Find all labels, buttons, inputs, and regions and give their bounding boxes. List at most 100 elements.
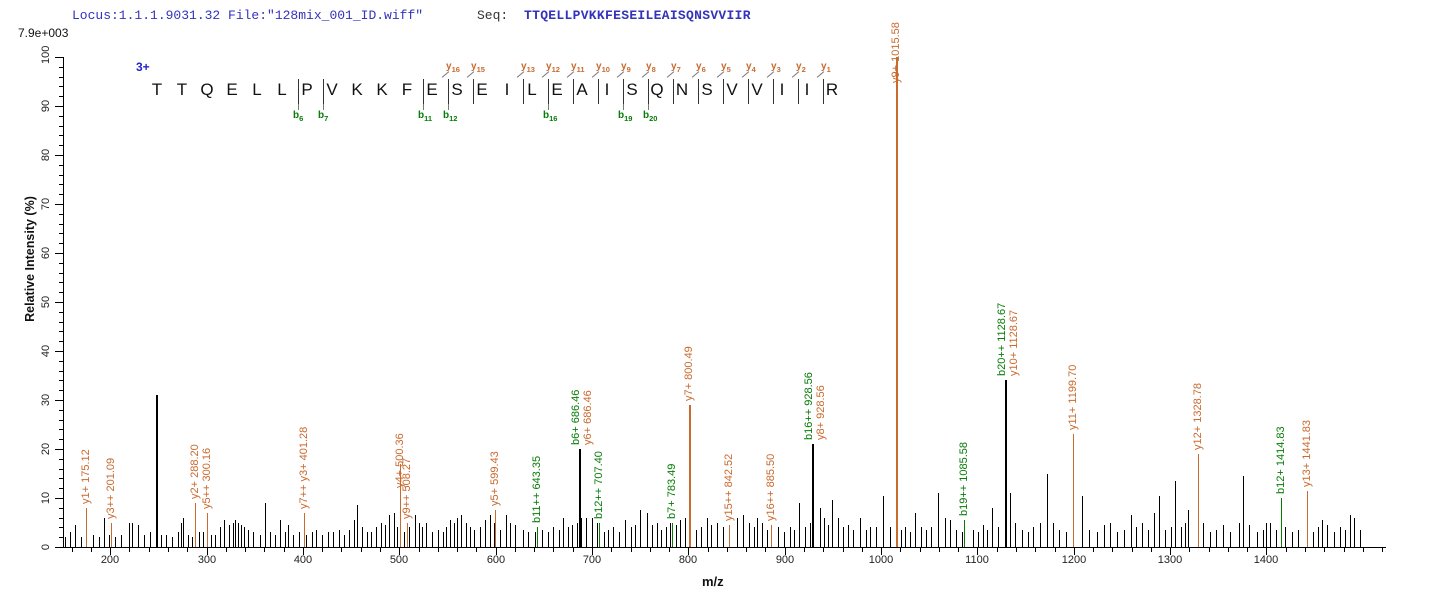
x-tick (245, 548, 246, 552)
x-tick (1132, 548, 1133, 552)
ms-peak (956, 530, 957, 547)
peak-label: y6+ 686.46 (582, 390, 594, 445)
ms-peak (1154, 513, 1155, 547)
ms-peak (1318, 527, 1319, 547)
ms-peak (860, 518, 861, 547)
x-tick (900, 548, 901, 552)
residue: S (626, 80, 638, 99)
cleavage-bar (798, 79, 799, 104)
b-ion-tag: b16 (543, 110, 558, 123)
y-ion-tag: y3 (771, 61, 781, 74)
x-tick (881, 548, 882, 555)
x-tick-label: 1000 (868, 554, 894, 566)
ms-peak (1334, 532, 1335, 547)
ms-peak (608, 530, 609, 547)
ms-peak (371, 532, 372, 547)
y-tick (59, 224, 63, 225)
ms-peak (915, 513, 916, 547)
ms-peak (299, 532, 300, 547)
residue: L (277, 80, 287, 99)
ms-peak (778, 527, 779, 547)
ms-peak (161, 535, 162, 547)
ms-peak (604, 532, 605, 547)
y-tick-label: 80 (40, 148, 52, 162)
x-tick (303, 548, 304, 555)
ms-peak (515, 525, 516, 547)
x-tick (129, 548, 130, 552)
y-tick (59, 214, 63, 215)
ms-peak (743, 515, 744, 547)
ms-peak (754, 527, 755, 547)
residue: V (326, 80, 338, 99)
ms-peak (192, 537, 193, 547)
ms-peak (910, 532, 911, 547)
ms-peak (203, 532, 204, 547)
ms-peak (619, 532, 620, 547)
ms-peak (701, 527, 702, 547)
y-ion-tag: y6 (696, 61, 706, 74)
ms-peak (848, 525, 849, 547)
x-tick (207, 548, 208, 555)
ms-peak (109, 535, 110, 547)
ms-peak (1203, 523, 1204, 547)
ms-peak (344, 535, 345, 547)
ms-peak (853, 530, 854, 547)
ms-peak (454, 523, 455, 547)
residue: S (701, 80, 713, 99)
ms-peak (1089, 530, 1090, 547)
cleavage-bar (823, 79, 824, 104)
ms-peak (1292, 532, 1293, 547)
cleavage-bar (648, 79, 649, 104)
x-tick (515, 548, 516, 552)
ms-peak (349, 530, 350, 547)
y-tick (55, 302, 63, 303)
y-tick (55, 106, 63, 107)
x-tick (631, 548, 632, 552)
ms-peak (579, 449, 581, 547)
ms-peak (1210, 532, 1211, 547)
ms-peak (99, 537, 100, 547)
x-tick-label: 1100 (965, 554, 989, 566)
peak-label: y10+ 1128.67 (1008, 309, 1020, 376)
ms-peak (306, 535, 307, 547)
y-tick (59, 469, 63, 470)
ms-peak (767, 530, 768, 547)
x-tick (611, 548, 612, 552)
ms-peak (480, 527, 481, 547)
peak-label: y12+ 1328.78 (1192, 383, 1204, 450)
x-tick (187, 548, 188, 552)
ms-peak (466, 523, 467, 547)
ms-peak (983, 525, 984, 547)
y-ion-tag: y11 (571, 61, 585, 74)
b-ion-tag: b12 (443, 110, 458, 123)
b-ion-tag: b11 (418, 110, 433, 123)
peak-label: y9++ 508.27 (401, 457, 413, 519)
residue: V (751, 80, 763, 99)
ms-peak (784, 532, 785, 547)
b-ion-tick (323, 104, 324, 110)
residue: N (675, 80, 689, 99)
ms-peak (253, 532, 254, 547)
ms-peak (1040, 523, 1041, 547)
y-tick (59, 322, 63, 323)
b-ion-tag: b6 (293, 110, 304, 123)
y-tick (55, 498, 63, 499)
ms-peak (1327, 525, 1328, 547)
ms-peak (400, 464, 401, 547)
ms-peak (820, 508, 821, 547)
ms-peak (376, 527, 377, 547)
cleavage-bar (773, 79, 774, 104)
y-tick-label: 10 (40, 491, 52, 505)
ms-peak (1097, 532, 1098, 547)
ms-peak (1022, 530, 1023, 547)
x-tick (1151, 548, 1152, 552)
header-sequence: TTQELLPVKKFESEILEAISQNSVVIIR (524, 8, 751, 23)
peak-label: b11++ 643.35 (531, 455, 543, 523)
ms-peak (195, 503, 196, 547)
ms-peak (260, 535, 261, 547)
ms-peak (805, 527, 806, 547)
y-tick (59, 96, 63, 97)
ms-peak (354, 520, 355, 547)
x-tick (1247, 548, 1248, 552)
